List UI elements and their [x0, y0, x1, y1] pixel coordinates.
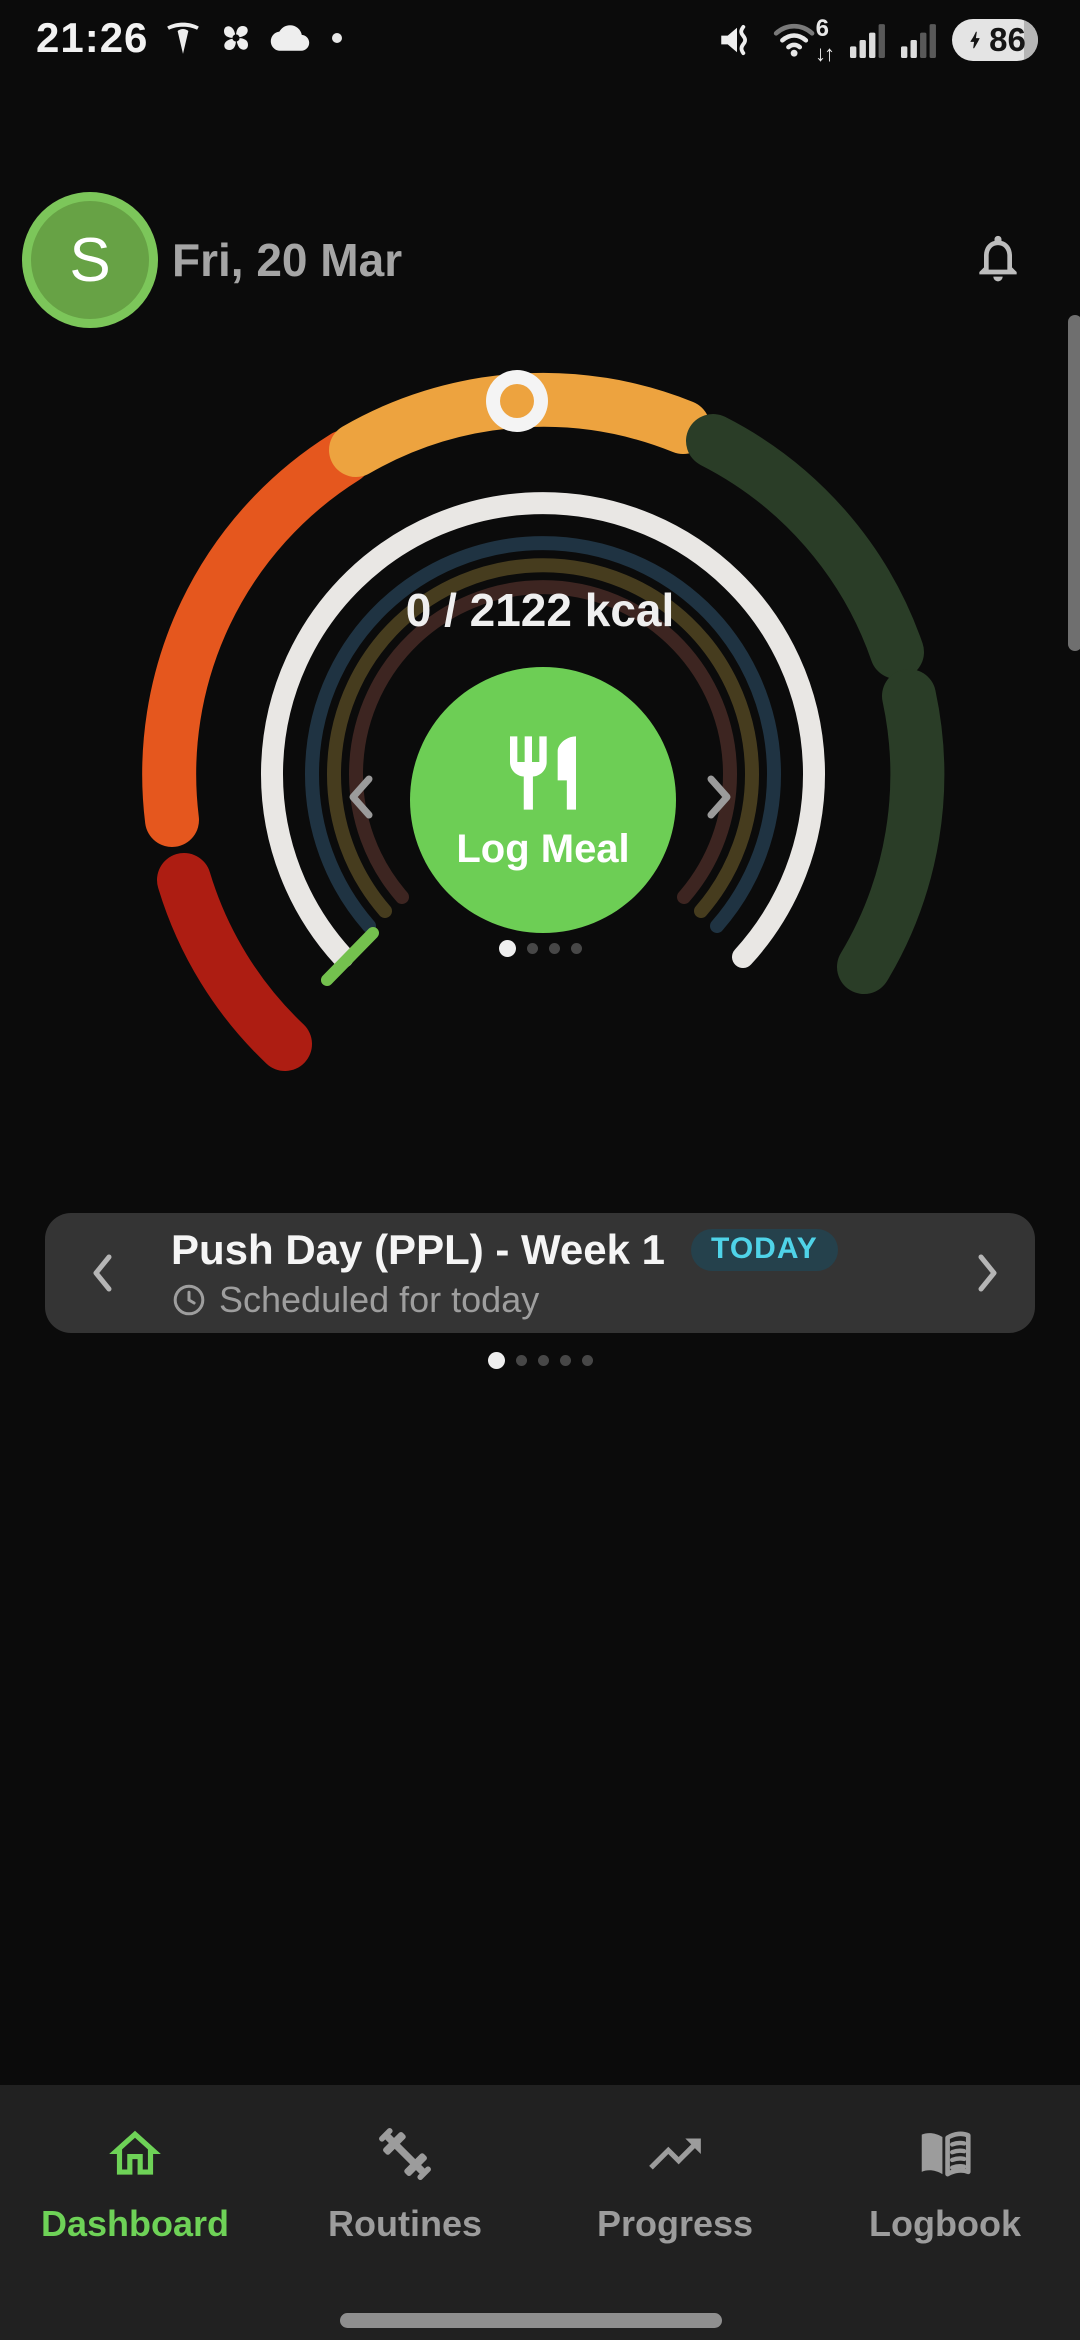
- page-dot: [515, 1355, 527, 1366]
- nav-label: Progress: [596, 2203, 754, 2244]
- nav-item-dashboard[interactable]: Dashboard: [0, 2123, 270, 2340]
- status-bar-right: 6 ↓↑ 86: [716, 14, 1038, 66]
- tesla-icon: [167, 22, 200, 54]
- page-dot: [487, 1352, 505, 1369]
- workout-next-button[interactable]: [975, 1251, 1001, 1295]
- gauge-arc-vermilion: [142, 430, 372, 847]
- wifi-standard-label: 6: [815, 15, 829, 42]
- macro-ring-maroon: [349, 580, 737, 904]
- gauge-next-button[interactable]: [698, 772, 738, 827]
- macro-ring-olive: [327, 558, 759, 918]
- nav-item-routines[interactable]: Routines: [270, 2123, 540, 2340]
- workout-card-body: Push Day (PPL) - Week 1 TODAY Scheduled …: [171, 1226, 975, 1321]
- gesture-bar[interactable]: [340, 2313, 722, 2328]
- workout-prev-button[interactable]: [89, 1251, 115, 1295]
- macro-ring-navy: [305, 536, 781, 933]
- avatar[interactable]: S: [22, 192, 158, 328]
- page-dot: [498, 940, 516, 957]
- gauge-arc-dark-green-lower: [837, 669, 945, 994]
- workout-subtitle: Scheduled for today: [219, 1278, 540, 1320]
- dumbbell-icon: [379, 2128, 431, 2180]
- nav-item-logbook[interactable]: Logbook: [810, 2123, 1080, 2340]
- clock-icon: [173, 1284, 205, 1315]
- workout-page-dots: [0, 1352, 1080, 1369]
- cloud-icon: [271, 25, 310, 51]
- calorie-gauge: [142, 370, 945, 1071]
- page-dot: [526, 943, 538, 954]
- gauge-arc-dark-red: [157, 853, 312, 1071]
- gauge-page-dots: [0, 940, 1080, 957]
- page-dot: [537, 1355, 549, 1366]
- progress-tick: [321, 927, 379, 986]
- battery-level-nub: [1024, 19, 1038, 61]
- calorie-summary: 0 / 2122 kcal: [405, 584, 675, 636]
- calorie-progress-ring: [261, 492, 825, 968]
- today-badge: TODAY: [691, 1228, 838, 1271]
- home-icon: [109, 2130, 161, 2175]
- log-meal-label: Log Meal: [456, 826, 630, 871]
- workout-title: Push Day (PPL) - Week 1: [171, 1225, 666, 1273]
- nav-item-progress[interactable]: Progress: [540, 2123, 810, 2340]
- signal-icon: [901, 24, 936, 58]
- wifi-activity-arrows-icon: ↓↑: [815, 41, 835, 66]
- clock-time: 21:26: [36, 14, 149, 61]
- gauge-knob-center: [500, 384, 534, 418]
- avatar-initial: S: [69, 225, 111, 295]
- fan-icon: [224, 26, 249, 50]
- nav-label: Routines: [327, 2203, 482, 2244]
- notification-dot: [332, 33, 343, 43]
- page-dot: [559, 1355, 571, 1366]
- nav-label: Dashboard: [40, 2203, 230, 2244]
- book-icon: [921, 2131, 971, 2177]
- log-meal-button[interactable]: Log Meal: [410, 667, 676, 933]
- signal-icon: [850, 24, 885, 58]
- page-dot: [570, 943, 582, 954]
- bottom-nav: Dashboard Routines Progress: [0, 2085, 1080, 2340]
- restaurant-icon: [510, 735, 576, 810]
- gauge-prev-button[interactable]: [342, 772, 382, 827]
- battery-percent: 86: [989, 21, 1026, 58]
- nav-label: Logbook: [869, 2203, 1021, 2244]
- mute-icon: [721, 24, 748, 56]
- scrollbar[interactable]: [1068, 315, 1080, 651]
- page-dot: [548, 943, 560, 954]
- trending-up-icon: [649, 2138, 701, 2170]
- wifi-6-icon: 6 ↓↑: [773, 15, 835, 66]
- page-dot: [581, 1355, 593, 1366]
- status-bar-left: 21:26: [36, 14, 343, 62]
- charging-bolt-icon: [970, 31, 980, 49]
- bell-icon[interactable]: [970, 230, 1026, 291]
- header-date: Fri, 20 Mar: [172, 234, 403, 286]
- gauge-arc-dark-green-upper: [686, 414, 924, 679]
- workout-card[interactable]: Push Day (PPL) - Week 1 TODAY Scheduled …: [45, 1213, 1035, 1333]
- battery-charging-pill: 86: [952, 19, 1038, 61]
